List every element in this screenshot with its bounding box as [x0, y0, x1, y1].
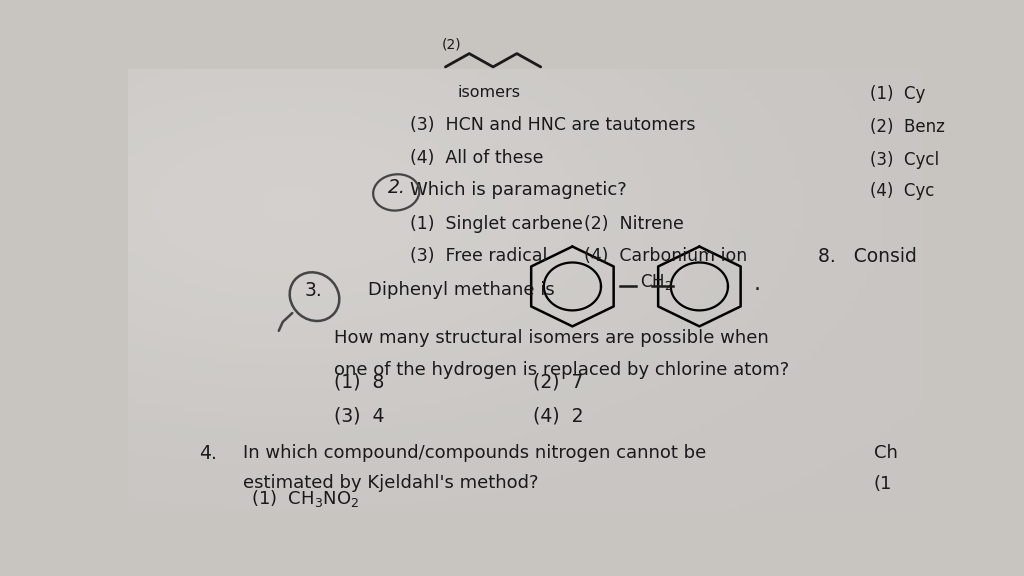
Text: (1)  Cy: (1) Cy	[870, 85, 926, 103]
Text: isomers: isomers	[458, 85, 520, 100]
Text: (1: (1	[873, 475, 892, 493]
Text: .: .	[754, 274, 761, 294]
Text: 2.: 2.	[388, 178, 407, 197]
Text: (1)  8: (1) 8	[334, 373, 385, 392]
Text: 3.: 3.	[304, 281, 322, 300]
Text: 8.   Consid: 8. Consid	[818, 247, 918, 266]
Text: (1)  CH$_3$NO$_2$: (1) CH$_3$NO$_2$	[251, 488, 359, 509]
Text: In which compound/compounds nitrogen cannot be: In which compound/compounds nitrogen can…	[243, 444, 707, 462]
Text: (3)  HCN and HNC are tautomers: (3) HCN and HNC are tautomers	[410, 116, 695, 134]
Text: CH$_2$: CH$_2$	[640, 272, 673, 292]
Text: (4)  All of these: (4) All of these	[410, 149, 543, 167]
Text: (4)  Cyc: (4) Cyc	[870, 182, 934, 200]
Text: Which is paramagnetic?: Which is paramagnetic?	[410, 181, 627, 199]
Text: (4)  2: (4) 2	[532, 406, 584, 425]
Text: estimated by Kjeldahl's method?: estimated by Kjeldahl's method?	[243, 474, 539, 492]
Text: Diphenyl methane is: Diphenyl methane is	[368, 281, 554, 299]
Text: (2)  7: (2) 7	[532, 373, 583, 392]
Text: (1)  Singlet carbene: (1) Singlet carbene	[410, 215, 583, 233]
Text: (2)  Benz: (2) Benz	[870, 118, 945, 136]
Text: (2): (2)	[441, 37, 461, 51]
Text: How many structural isomers are possible when: How many structural isomers are possible…	[334, 328, 769, 347]
Text: 4.: 4.	[200, 444, 217, 463]
Text: Ch: Ch	[873, 444, 898, 462]
Text: (4)  Carbonium ion: (4) Carbonium ion	[585, 247, 748, 264]
Text: one of the hydrogen is replaced by chlorine atom?: one of the hydrogen is replaced by chlor…	[334, 361, 790, 378]
Text: (3)  Free radical: (3) Free radical	[410, 247, 547, 264]
Text: (3)  4: (3) 4	[334, 406, 385, 425]
Text: (2)  Nitrene: (2) Nitrene	[585, 215, 684, 233]
Text: (3)  Cycl: (3) Cycl	[870, 151, 939, 169]
